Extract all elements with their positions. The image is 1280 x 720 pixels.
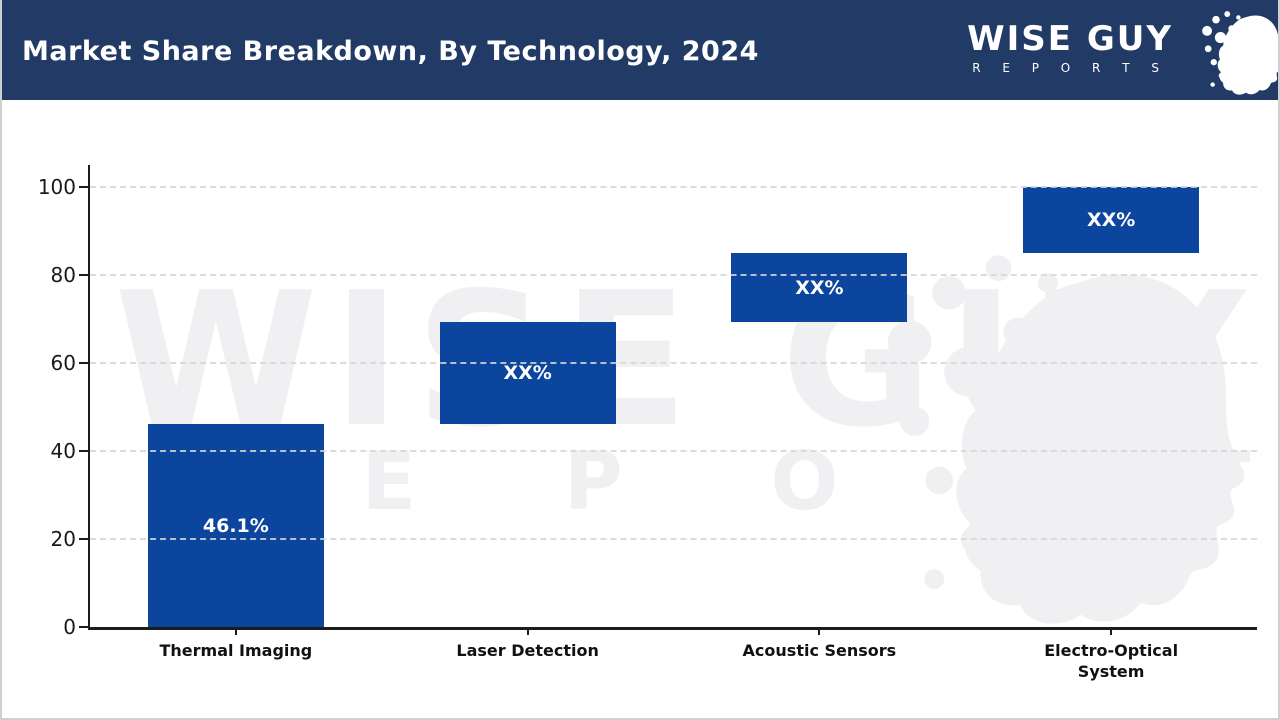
bar-value-label: XX% [795,276,844,299]
bar-laser-detection: XX% [439,322,616,425]
y-tick-mark [79,274,88,276]
bar-value-label: XX% [503,362,552,385]
x-category-label: Thermal Imaging [159,641,313,660]
bar-value-label: XX% [1086,209,1136,231]
y-tick-label: 60 [50,351,76,375]
x-axis-line [88,627,1257,630]
bar-thermal-imaging: 46.1% [147,424,324,627]
gridline-80 [90,274,1257,276]
logo-subtitle: R E P O R T S [972,61,1168,75]
x-tick-mark [526,627,529,635]
x-category-label: Laser Detection [456,641,599,660]
x-tick-mark [818,627,821,635]
logo-wordmark: WISE GUY [967,19,1173,59]
bar-electro-optical-system: XX% [1023,187,1200,253]
y-tick-label: 40 [50,439,76,463]
y-tick-mark [79,626,88,628]
chart-area: WISE GUY R E P O R T S 02040608010046.1%… [2,100,1278,718]
y-tick-label: 20 [50,527,76,551]
y-axis-line [88,165,90,630]
x-tick-mark [1110,627,1113,635]
x-tick-mark [234,627,237,635]
gridline-100 [90,186,1257,188]
y-tick-mark [79,450,88,452]
x-category-label: Electro-Optical System [1044,641,1179,681]
wise-guy-logo: WISE GUY R E P O R T S [967,0,1278,100]
y-tick-label: 100 [37,175,76,199]
y-tick-label: 80 [50,263,76,287]
bar-acoustic-sensors: XX% [731,253,908,323]
y-tick-label: 0 [63,615,76,639]
plot-area: 0 20 40 60 80 100 46.1% XX% XX% XX% Thermal Imagin… [38,165,1257,681]
page-title: Market Share Breakdown, By Technology, 2… [22,36,759,67]
x-category-label: Acoustic Sensors [742,641,897,660]
gridline-20 [90,538,1257,540]
y-tick-mark [79,538,88,540]
gridline-40 [90,450,1257,452]
bar-value-label: 46.1% [202,514,269,537]
logo-head-icon [1202,11,1278,95]
gridline-60 [90,362,1257,364]
y-tick-mark [79,186,88,188]
header-bar: Market Share Breakdown, By Technology, 2… [2,0,1278,100]
logo-text: WISE GUY R E P O R T S [967,22,1173,75]
y-tick-mark [79,362,88,364]
